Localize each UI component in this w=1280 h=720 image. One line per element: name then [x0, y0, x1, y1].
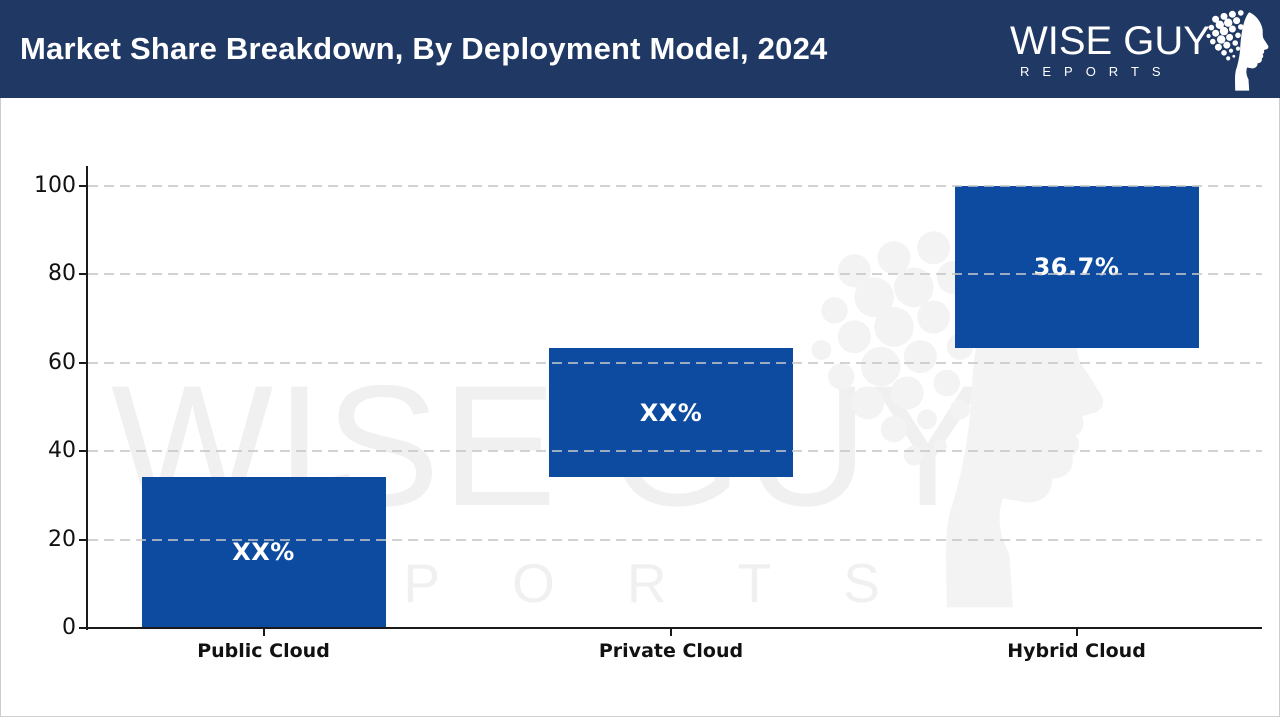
wiseguy-face-icon [1206, 10, 1269, 91]
header-band: Market Share Breakdown, By Deployment Mo… [0, 0, 1280, 98]
page-title: Market Share Breakdown, By Deployment Mo… [20, 31, 828, 66]
x-tick-private-cloud [670, 629, 672, 636]
y-tick-20 [79, 538, 87, 541]
y-tick-label-20: 20 [48, 526, 76, 552]
bar-public-cloud: XX% [141, 476, 386, 628]
y-tick-0 [79, 627, 87, 629]
y-tick-label-100: 100 [34, 173, 76, 198]
y-tick-100 [79, 185, 87, 187]
y-tick-label-0: 0 [62, 615, 76, 640]
bar-value-label-hybrid-cloud: 36.7% [1033, 253, 1120, 282]
y-tick-label-80: 80 [48, 261, 76, 287]
y-tick-40 [79, 450, 87, 453]
y-tick-label-60: 60 [48, 349, 76, 375]
axis-y-spine [86, 166, 88, 630]
x-category-label-private-cloud: Private Cloud [598, 640, 744, 662]
gridline-80 [88, 273, 1262, 276]
gridline-100 [88, 185, 1262, 187]
y-tick-80 [79, 273, 87, 276]
bar-value-label-private-cloud: XX% [639, 398, 703, 427]
logo-tagline-text: REPORTS [1019, 64, 1174, 79]
x-category-label-hybrid-cloud: Hybrid Cloud [1007, 640, 1146, 662]
gridline-60 [88, 361, 1262, 364]
y-tick-label-40: 40 [48, 438, 76, 464]
gridline-20 [88, 538, 1262, 541]
gridline-40 [88, 450, 1262, 453]
bar-value-label-public-cloud: XX% [232, 538, 295, 567]
wise-guy-logo: WISE GUY REPORTS [1010, 20, 1210, 79]
axis-x-spine [86, 627, 1262, 629]
y-tick-60 [79, 361, 87, 364]
bar-hybrid-cloud: 36.7% [954, 186, 1199, 349]
bar-private-cloud: XX% [549, 348, 793, 477]
x-tick-public-cloud [262, 629, 265, 636]
logo-name-text: WISE GUY [1009, 19, 1210, 63]
x-category-label-public-cloud: Public Cloud [197, 640, 330, 662]
x-tick-hybrid-cloud [1075, 629, 1078, 636]
